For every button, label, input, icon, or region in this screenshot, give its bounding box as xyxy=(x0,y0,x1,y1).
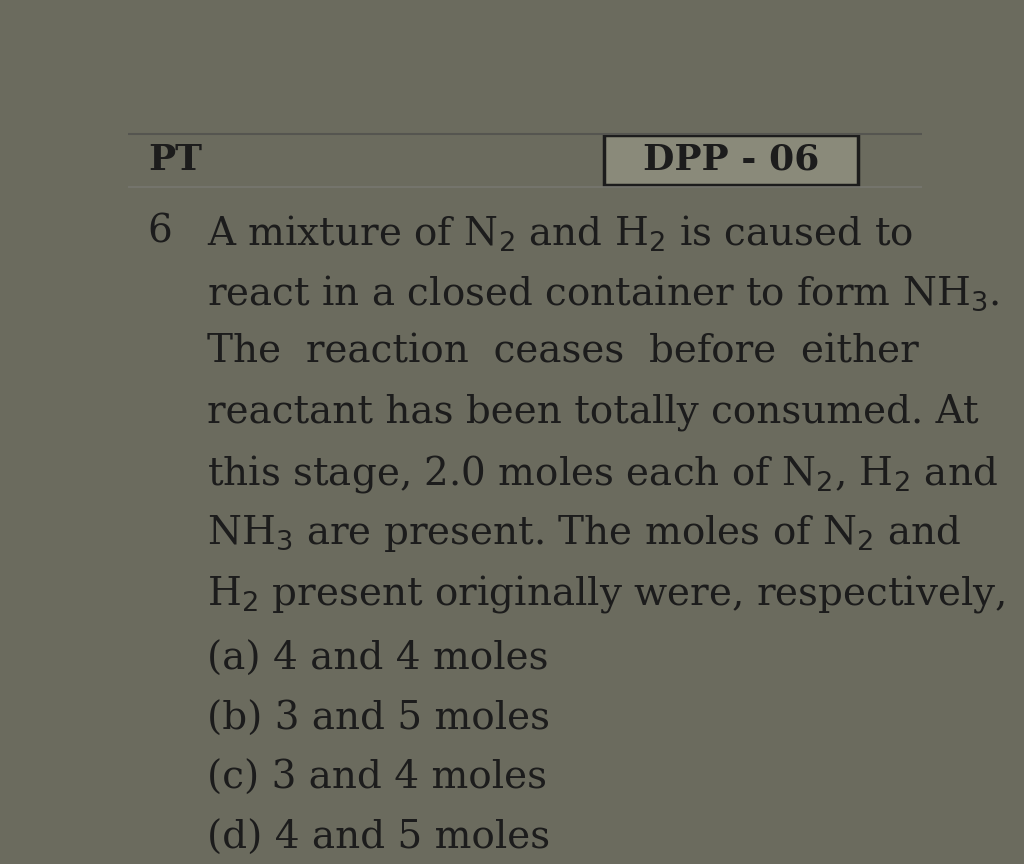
Text: (d) 4 and 5 moles: (d) 4 and 5 moles xyxy=(207,820,551,857)
Text: PT: PT xyxy=(147,143,202,177)
Text: reactant has been totally consumed. At: reactant has been totally consumed. At xyxy=(207,393,979,430)
Text: The  reaction  ceases  before  either: The reaction ceases before either xyxy=(207,334,920,370)
Text: H$_2$ present originally were, respectively,: H$_2$ present originally were, respectiv… xyxy=(207,573,1006,614)
Text: A mixture of N$_2$ and H$_2$ is caused to: A mixture of N$_2$ and H$_2$ is caused t… xyxy=(207,213,913,254)
Text: DPP - 06: DPP - 06 xyxy=(643,143,819,177)
Text: (b) 3 and 5 moles: (b) 3 and 5 moles xyxy=(207,701,550,738)
Text: react in a closed container to form NH$_3$.: react in a closed container to form NH$_… xyxy=(207,273,999,313)
Text: 6: 6 xyxy=(147,213,173,251)
Text: (c) 3 and 4 moles: (c) 3 and 4 moles xyxy=(207,760,548,797)
Text: (a) 4 and 4 moles: (a) 4 and 4 moles xyxy=(207,640,549,677)
FancyBboxPatch shape xyxy=(604,135,858,185)
Text: NH$_3$ are present. The moles of N$_2$ and: NH$_3$ are present. The moles of N$_2$ a… xyxy=(207,513,962,554)
Text: this stage, 2.0 moles each of N$_2$, H$_2$ and: this stage, 2.0 moles each of N$_2$, H$_… xyxy=(207,453,998,495)
